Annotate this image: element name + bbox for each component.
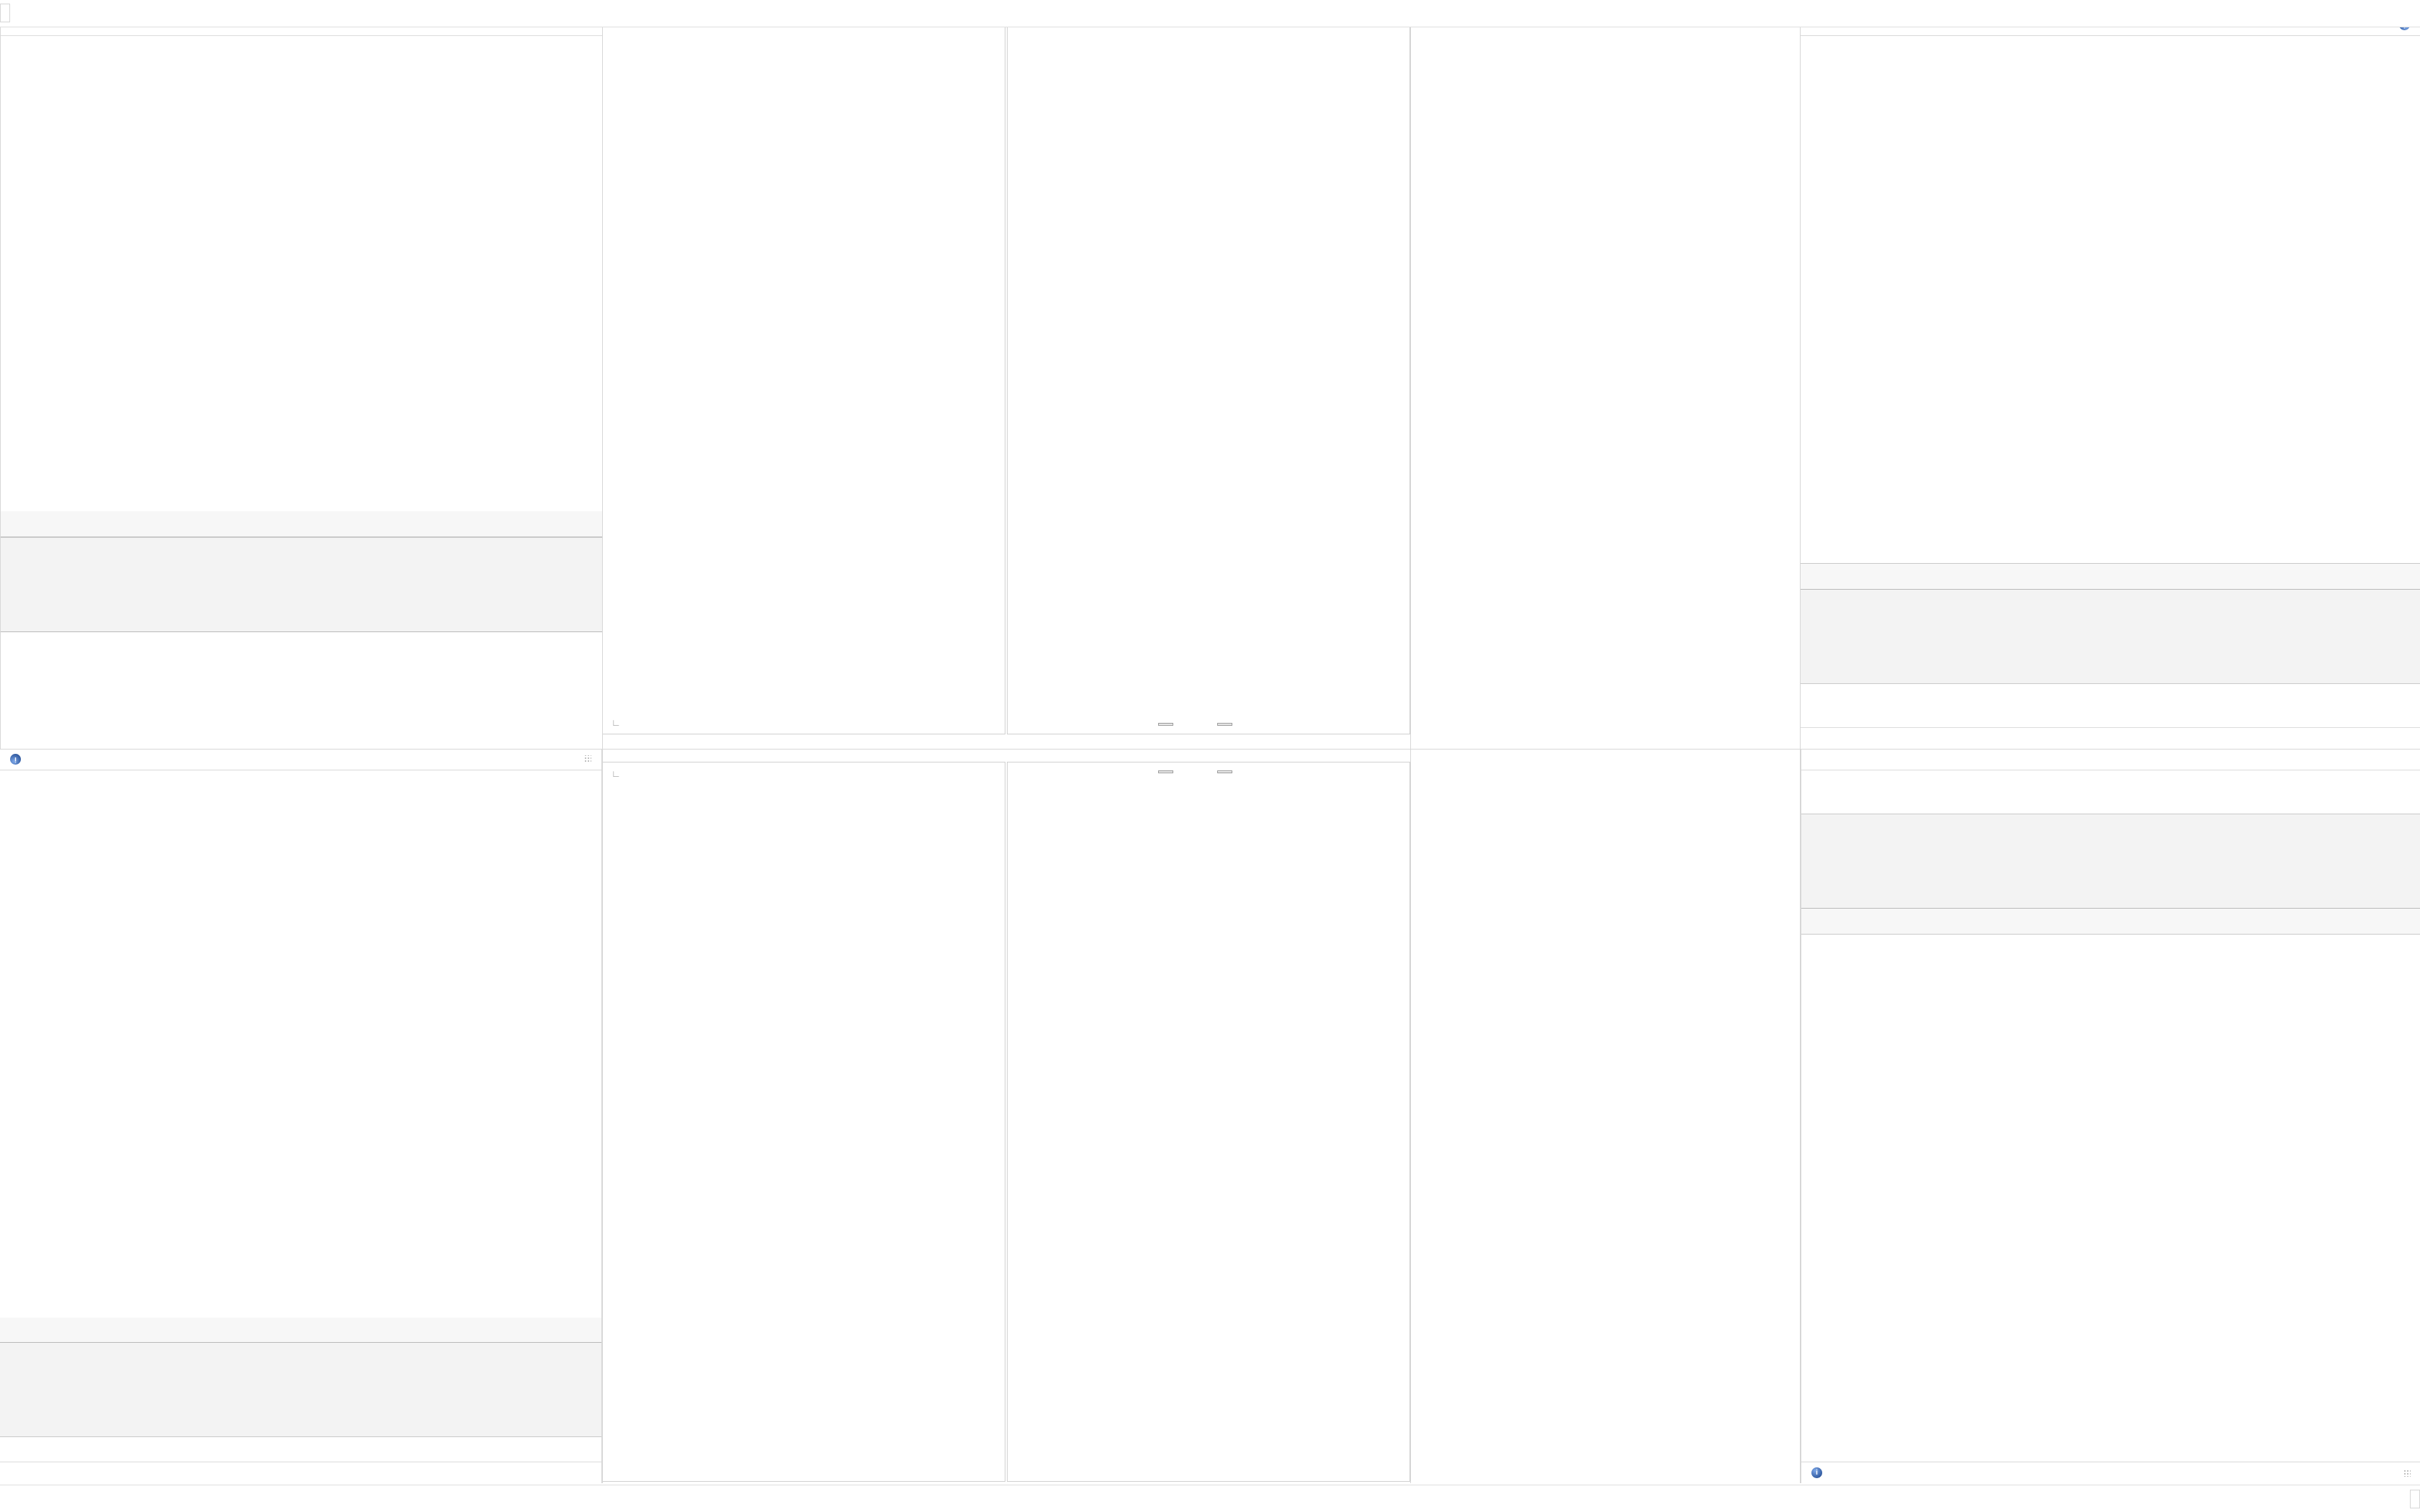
horizontal-divider	[0, 749, 2420, 750]
menubar[interactable]	[1801, 770, 2420, 789]
viewport-label-cluster	[1122, 720, 1302, 785]
window-titlebar-bl[interactable]	[0, 1462, 601, 1483]
ribbon-tabstrip[interactable]	[1801, 789, 2420, 814]
grasshopper-window-mirror-top-right: i	[1801, 14, 2420, 749]
viewport-view-select-br[interactable]	[1217, 770, 1232, 773]
info-icon-bl: i	[10, 754, 21, 765]
vertical-divider-right-2	[1800, 14, 1801, 1483]
canvas-toolbar-mirror[interactable]	[1801, 563, 2420, 589]
window-titlebar-mirror[interactable]	[1801, 727, 2420, 749]
grasshopper-window-mirror-bottom-left: i	[0, 749, 602, 1483]
ribbon-tabstrip-tl[interactable]	[1, 632, 602, 657]
component-ribbon-bl[interactable]	[0, 1342, 601, 1437]
component-ribbon-mirror[interactable]	[1801, 589, 2420, 684]
resize-grip[interactable]	[2403, 1469, 2411, 1477]
viewport-view-select-tl[interactable]	[1158, 723, 1173, 726]
polyhedron-wireframe-bl	[603, 762, 1005, 1482]
node-canvas-tl[interactable]	[1, 36, 602, 511]
window-titlebar[interactable]	[1801, 749, 2420, 770]
status-bar-bl: i	[0, 749, 601, 770]
resize-grip-bl[interactable]	[584, 755, 591, 763]
component-ribbon-tl[interactable]	[1, 537, 602, 632]
info-icon: i	[1811, 1467, 1822, 1478]
taskbar-top[interactable]	[0, 0, 2420, 27]
menubar-mirror[interactable]	[1801, 708, 2420, 727]
taskbar-bottom[interactable]	[0, 1485, 2420, 1512]
node-canvas-mirror[interactable]	[1801, 36, 2420, 562]
component-ribbon[interactable]	[1801, 814, 2420, 909]
vertical-divider-left	[602, 14, 603, 1483]
system-monitor-bottom[interactable]	[2410, 1489, 2420, 1508]
canvas-toolbar[interactable]	[1801, 909, 2420, 935]
ribbon-tabstrip-mirror[interactable]	[1801, 684, 2420, 708]
viewport-origin-icon-tl: ∟	[611, 717, 621, 728]
system-monitor-top[interactable]	[0, 4, 10, 23]
polyhedron-wireframe-tl	[603, 15, 1005, 734]
viewport-view-select-tr[interactable]	[1217, 723, 1232, 726]
grasshopper-window: i	[1801, 749, 2420, 1483]
canvas-toolbar-bl[interactable]	[0, 1316, 601, 1342]
canvas-toolbar-tl[interactable]	[1, 511, 602, 537]
polyhedron-wireframe-br	[1008, 762, 1410, 1482]
viewport-origin-icon-bl: ∟	[611, 768, 621, 779]
rhino-viewport-top-right[interactable]	[1007, 14, 1410, 734]
menubar-tl[interactable]	[1, 657, 602, 675]
rhino-viewport-bottom-right[interactable]	[1007, 762, 1410, 1482]
ribbon-tabstrip-bl[interactable]	[0, 1437, 601, 1462]
grasshopper-window-mirror-top-left	[0, 14, 602, 749]
polyhedron-wireframe-tr	[1008, 15, 1410, 734]
vertical-divider-right	[1410, 14, 1411, 1483]
node-canvas[interactable]	[1801, 936, 2420, 1462]
node-canvas-bl[interactable]	[0, 770, 601, 1318]
status-bar: i	[1801, 1462, 2420, 1483]
rhino-viewport-top-left[interactable]: ∟	[602, 14, 1005, 734]
rhino-viewport-bottom-left[interactable]: ∟	[602, 762, 1005, 1482]
viewport-view-select-bl[interactable]	[1158, 770, 1173, 773]
